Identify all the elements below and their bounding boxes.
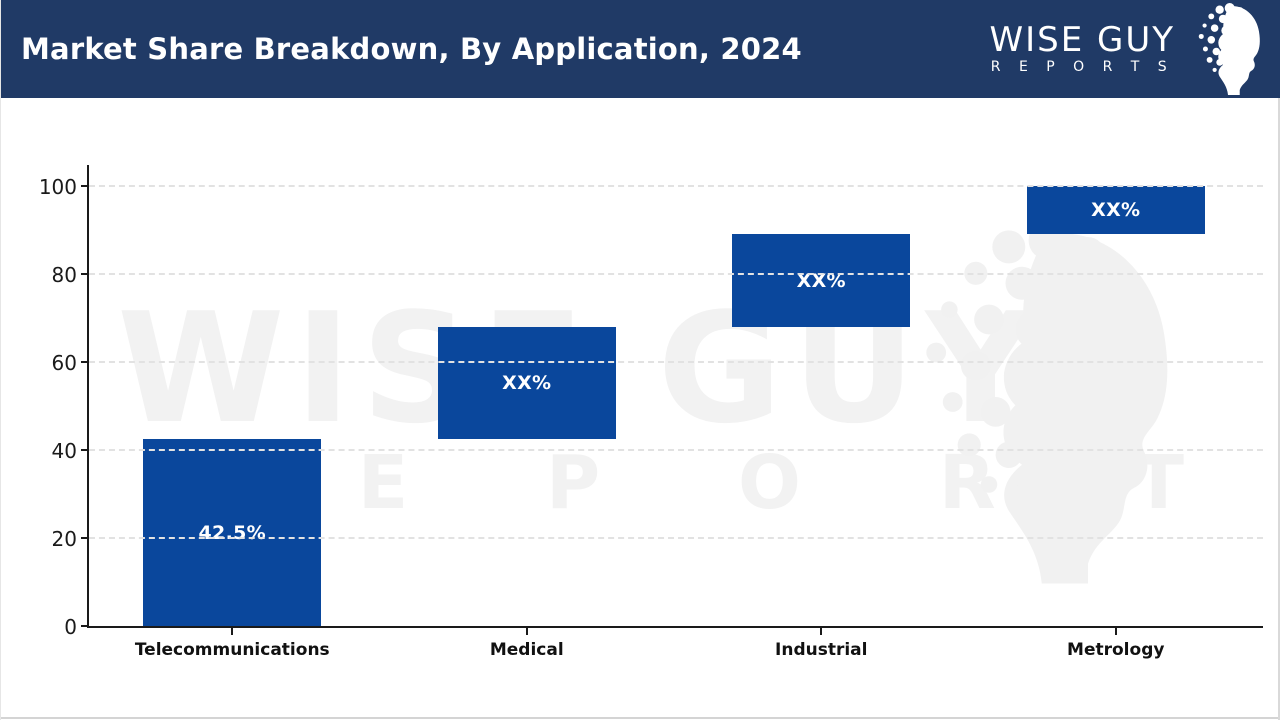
x-axis-category-label: Telecommunications — [134, 640, 330, 660]
bar-value-label: XX% — [796, 269, 846, 292]
bar-value-label: XX% — [1091, 199, 1141, 222]
y-axis-tick — [81, 537, 89, 539]
y-axis-tick-label: 80 — [51, 263, 77, 287]
bar-value-label: 42.5% — [198, 521, 266, 544]
bar-medical[interactable]: XX% — [437, 326, 616, 439]
y-axis-spine — [87, 165, 89, 628]
y-axis-tick-label: 100 — [38, 175, 77, 199]
x-axis-tick — [231, 627, 234, 635]
logo-wordmark: WISE GUY R E P O R T S — [989, 23, 1175, 75]
bar-telecommunications[interactable]: 42.5% — [143, 439, 322, 626]
y-axis-tick — [81, 449, 89, 451]
x-axis-category-label: Metrology — [1067, 640, 1165, 660]
y-axis-tick-label: 60 — [51, 351, 77, 375]
bar-industrial[interactable]: XX% — [732, 234, 911, 327]
y-axis-tick-label: 0 — [64, 615, 77, 639]
chart-area: WISE GUY R E P O R T S 02040608010042.5%… — [1, 98, 1280, 718]
x-axis-category-label: Medical — [489, 640, 564, 660]
y-axis-tick-label: 40 — [51, 439, 77, 463]
y-axis-tick-label: 20 — [51, 527, 77, 551]
y-axis-tick — [81, 273, 89, 275]
x-axis-tick — [820, 627, 823, 635]
y-axis-tick — [81, 185, 89, 187]
y-axis-tick — [81, 625, 89, 627]
x-axis-spine — [87, 626, 1263, 628]
x-axis-tick — [1114, 627, 1117, 635]
logo-wordmark-line1: WISE GUY — [989, 20, 1175, 60]
bar-value-label: XX% — [502, 371, 552, 394]
y-axis-tick — [81, 361, 89, 363]
header-bar: Market Share Breakdown, By Application, … — [1, 0, 1280, 98]
x-axis-category-label: Industrial — [775, 640, 868, 660]
bar-metrology[interactable]: XX% — [1026, 186, 1205, 235]
wise-guy-reports-logo: WISE GUY R E P O R T S — [989, 0, 1267, 98]
page-title: Market Share Breakdown, By Application, … — [21, 32, 802, 66]
x-axis-tick — [525, 627, 528, 635]
logo-wordmark-line2: R E P O R T S — [990, 59, 1174, 75]
dotted-head-profile-icon — [1198, 3, 1260, 95]
